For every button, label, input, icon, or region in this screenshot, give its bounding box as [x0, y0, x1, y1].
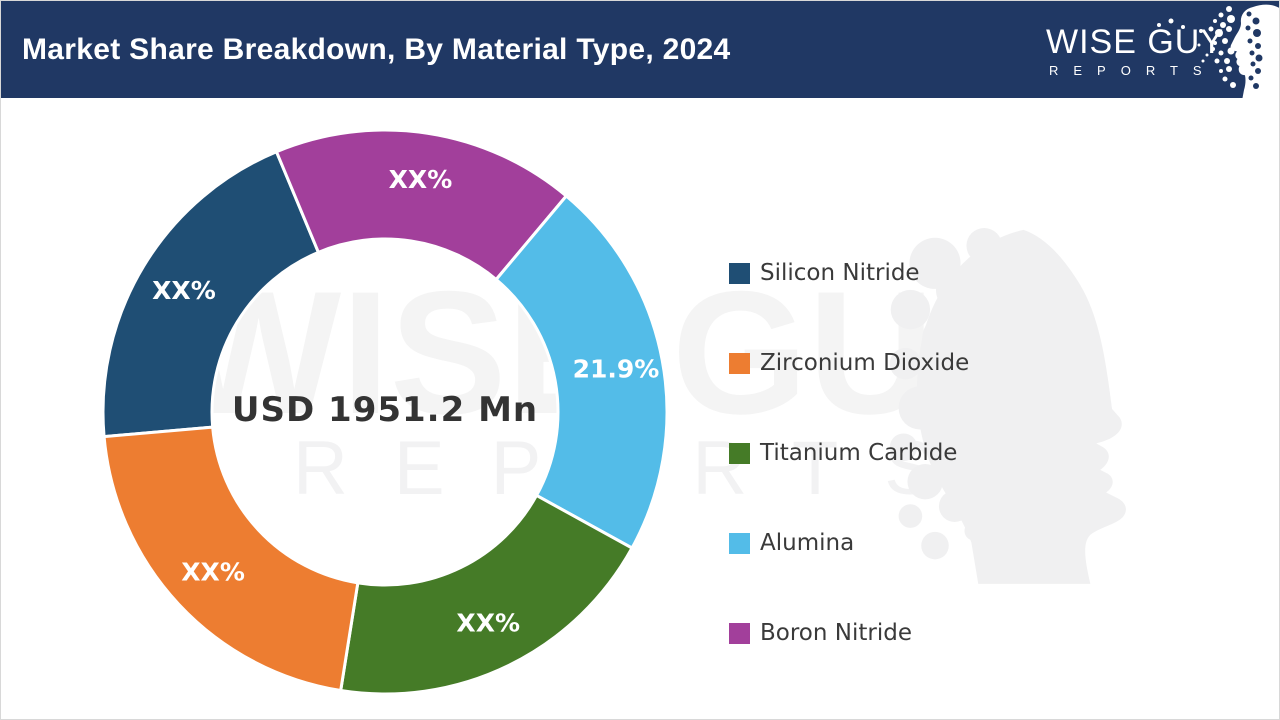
slice-value-label: 21.9%: [573, 354, 660, 383]
legend-item: Silicon Nitride: [729, 259, 969, 287]
legend-label: Alumina: [760, 530, 855, 556]
legend-item: Alumina: [729, 529, 969, 557]
donut-center-value: USD 1951.2 Mn: [231, 390, 539, 430]
legend-label: Titanium Carbide: [760, 440, 958, 466]
slice-value-label: XX%: [152, 276, 216, 305]
legend-label: Boron Nitride: [760, 620, 912, 646]
legend-item: Titanium Carbide: [729, 439, 969, 467]
donut-slice-boron-nitride: [274, 128, 569, 282]
donut-slice-titanium-carbide: [338, 493, 635, 696]
legend-swatch: [729, 622, 750, 644]
logo-head-icon: [1157, 4, 1279, 98]
logo-wordmark: WISE GUY: [1046, 23, 1225, 61]
legend-swatch: [729, 442, 750, 464]
slice-value-label: XX%: [389, 165, 453, 194]
donut-slice-alumina: [494, 193, 669, 551]
legend-item: Boron Nitride: [729, 619, 969, 647]
legend-label: Zirconium Dioxide: [760, 350, 970, 376]
legend: Silicon Nitride Zirconium Dioxide Titanium…: [729, 259, 969, 709]
donut-slice-zirconium-dioxide: [102, 425, 360, 693]
logo-head-dots: [1245, 11, 1263, 89]
header-bar: Market Share Breakdown, By Material Type…: [1, 1, 1279, 98]
legend-swatch: [729, 532, 750, 554]
logo: WISE GUY REPORTS: [1046, 25, 1224, 78]
legend-swatch: [729, 262, 750, 284]
slice-value-label: XX%: [456, 609, 520, 638]
slice-value-label: XX%: [181, 558, 245, 587]
donut-slice-silicon-nitride: [101, 149, 321, 439]
legend-label: Silicon Nitride: [760, 260, 920, 286]
legend-item: Zirconium Dioxide: [729, 349, 969, 377]
logo-subtext: REPORTS: [1049, 63, 1217, 78]
watermark-head-icon: [889, 227, 1126, 584]
legend-swatch: [729, 352, 750, 374]
page-title: Market Share Breakdown, By Material Type…: [22, 33, 731, 66]
